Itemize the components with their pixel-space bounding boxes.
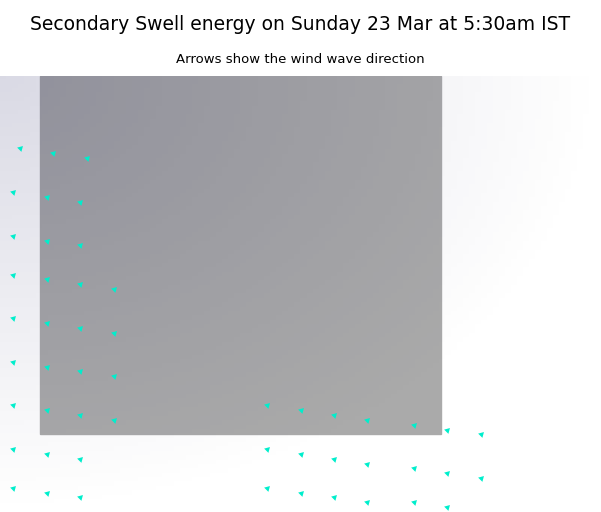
Text: Arrows show the wind wave direction: Arrows show the wind wave direction xyxy=(176,53,425,66)
Bar xyxy=(40,76,441,435)
Text: Secondary Swell energy on Sunday 23 Mar at 5:30am IST: Secondary Swell energy on Sunday 23 Mar … xyxy=(31,15,570,34)
